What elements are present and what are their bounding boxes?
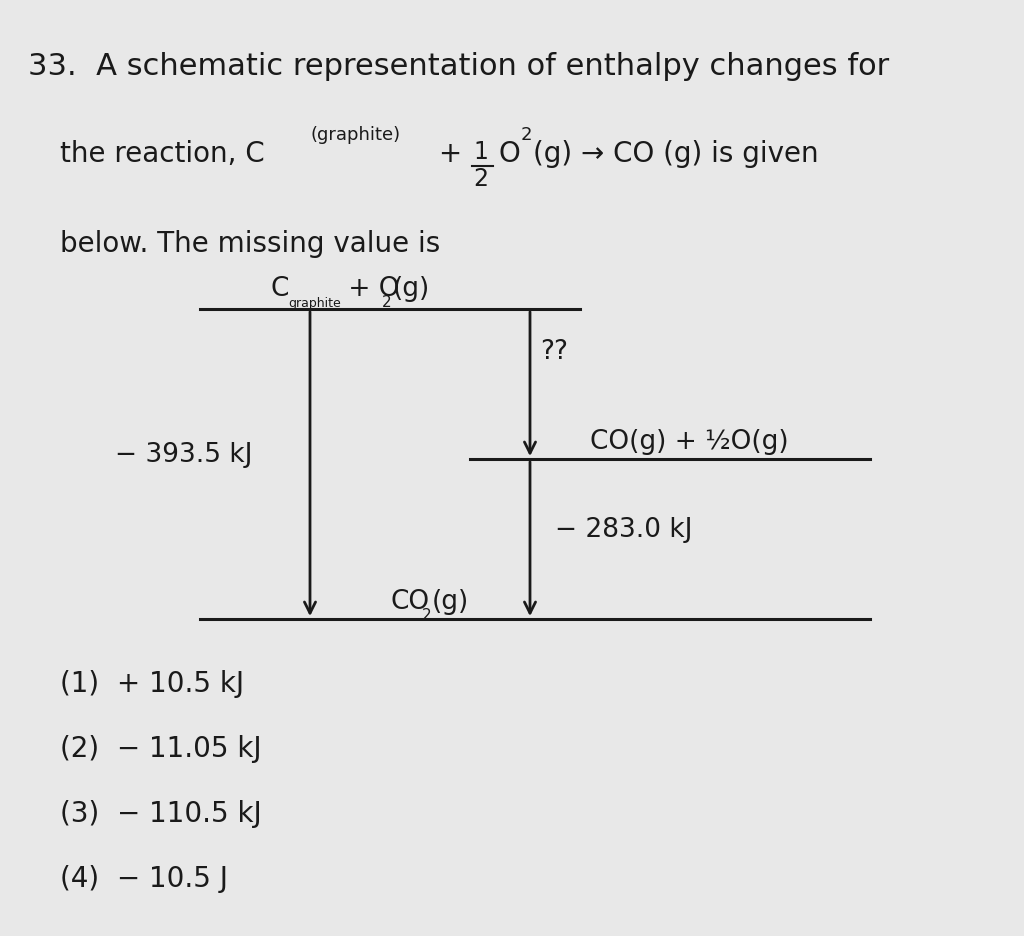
Text: +: +: [430, 139, 471, 168]
Text: 2: 2: [521, 125, 532, 144]
Text: the reaction, C: the reaction, C: [60, 139, 265, 168]
Text: (2)  − 11.05 kJ: (2) − 11.05 kJ: [60, 734, 261, 762]
Text: (g) → CO (g) is given: (g) → CO (g) is given: [534, 139, 818, 168]
Text: C: C: [270, 276, 289, 301]
Text: CO: CO: [390, 589, 429, 614]
Text: O: O: [498, 139, 520, 168]
Text: (3)  − 110.5 kJ: (3) − 110.5 kJ: [60, 799, 262, 827]
Text: + O: + O: [340, 276, 399, 301]
Text: below. The missing value is: below. The missing value is: [60, 229, 440, 257]
Text: 2: 2: [473, 167, 488, 191]
Text: (4)  − 10.5 J: (4) − 10.5 J: [60, 864, 228, 892]
Text: (1)  + 10.5 kJ: (1) + 10.5 kJ: [60, 669, 244, 697]
Text: 33.  A schematic representation of enthalpy changes for: 33. A schematic representation of enthal…: [28, 51, 889, 80]
Text: graphite: graphite: [288, 297, 341, 310]
Text: ??: ??: [540, 339, 568, 365]
Text: (graphite): (graphite): [310, 125, 400, 144]
Text: − 393.5 kJ: − 393.5 kJ: [115, 442, 253, 467]
Text: 2: 2: [382, 295, 391, 310]
Text: (g): (g): [393, 276, 430, 301]
Text: CO(g) + ½O(g): CO(g) + ½O(g): [590, 429, 788, 455]
Text: − 283.0 kJ: − 283.0 kJ: [555, 517, 692, 543]
Text: (g): (g): [432, 589, 469, 614]
Text: 2: 2: [422, 607, 432, 622]
Text: 1: 1: [473, 139, 487, 164]
